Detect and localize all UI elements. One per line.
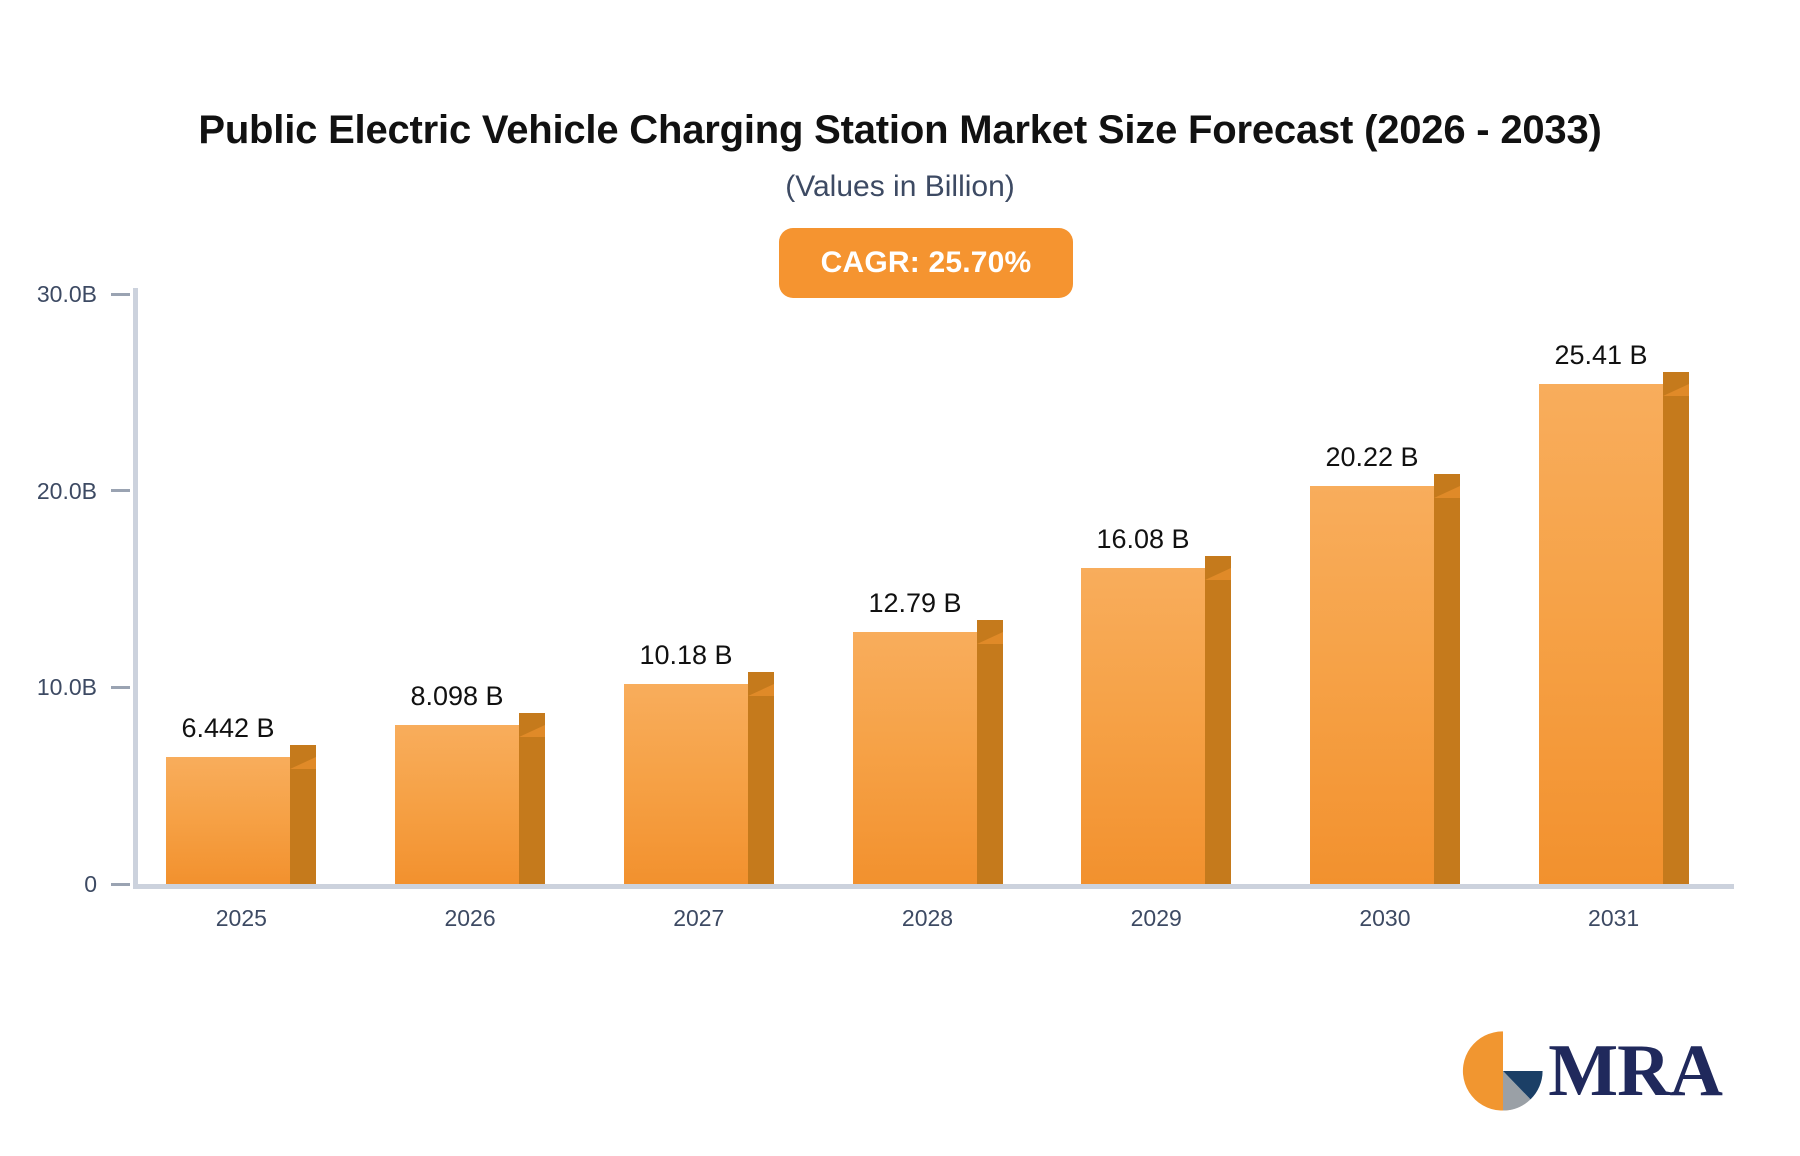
x-axis-baseline [133,884,1734,889]
x-axis-label: 2025 [215,905,267,931]
bar [1539,372,1689,884]
y-axis-tick-label: 0 [84,871,97,897]
bar-side-face [1663,372,1689,884]
bar [1310,474,1460,884]
x-axis-label: 2027 [673,905,725,931]
bar-top-face [1205,567,1231,580]
bar-value-label: 10.18 B [639,639,733,670]
bar-front-face [166,757,290,884]
bar-front-face [1539,384,1663,884]
bar-value-label: 16.08 B [1096,523,1190,554]
cagr-badge: CAGR: 25.70% [779,228,1073,298]
bar [166,745,316,884]
y-axis-tick-label: 20.0B [36,477,97,504]
x-axis-label: 2030 [1359,905,1411,931]
bar-top-face [977,632,1003,645]
y-axis-tick-dash [111,489,130,493]
bar-top-face [1434,486,1460,499]
y-axis-tick-dash [111,292,130,296]
y-axis-tick-dash [111,882,130,886]
x-axis-label: 2026 [444,905,496,931]
y-axis-tick: 20.0B [0,478,130,504]
bar-front-face [853,632,977,884]
y-axis-tick: 30.0B [0,281,130,307]
bar-side-face [1434,474,1460,884]
bar-top-face [748,683,774,696]
y-axis-tick-label: 30.0B [36,281,97,307]
bar [1081,555,1231,884]
bar-top-face [519,724,545,737]
bar [853,620,1003,884]
bar-top-face [290,757,316,770]
y-axis-tick: 10.0B [0,674,130,700]
y-axis-tick: 0 [0,871,130,897]
logo-wordmark: MRA [1548,1029,1723,1112]
x-axis-label: 2028 [901,905,954,931]
chart-subtitle: (Values in Billion) [785,170,1015,203]
bar-front-face [1310,486,1434,884]
bar-side-face [977,620,1003,884]
pie-chart-icon [1463,1031,1543,1111]
bar-front-face [395,724,519,884]
bar-value-label: 8.098 B [410,680,504,711]
mra-logo: MRA [1460,1028,1723,1114]
y-axis-tick-dash [111,685,130,689]
y-axis-tick-label: 10.0B [36,674,97,701]
y-axis-line [133,288,138,888]
x-axis-label: 2031 [1588,905,1640,931]
bar-front-face [1081,567,1205,884]
bar-side-face [1205,555,1231,884]
bar-side-face [519,712,545,884]
x-axis-label: 2029 [1130,905,1182,931]
bar [395,712,545,884]
cagr-badge-label: CAGR: 25.70% [820,246,1032,279]
bar-value-label: 20.22 B [1325,442,1419,473]
bar-front-face [624,683,748,884]
bar-value-label: 12.79 B [868,588,962,619]
bar-value-label: 25.41 B [1554,340,1648,371]
bar-value-label: 6.442 B [181,713,275,744]
chart-title: Public Electric Vehicle Charging Station… [198,108,1602,152]
bar-top-face [1663,384,1689,397]
bar-side-face [748,671,774,884]
bar [624,671,774,884]
